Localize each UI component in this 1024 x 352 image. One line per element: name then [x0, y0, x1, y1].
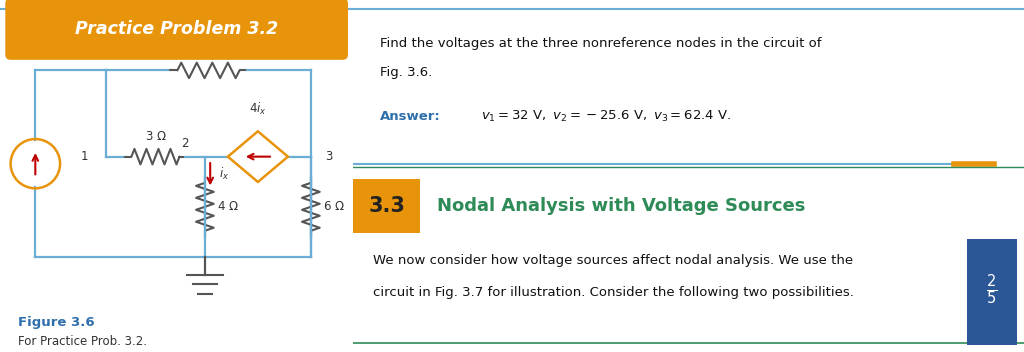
- Text: 4 $\Omega$: 4 $\Omega$: [217, 200, 239, 213]
- Text: We now consider how voltage sources affect nodal analysis. We use the: We now consider how voltage sources affe…: [374, 254, 854, 267]
- Text: Practice Problem 3.2: Practice Problem 3.2: [75, 20, 279, 38]
- Text: Fig. 3.6.: Fig. 3.6.: [380, 66, 432, 78]
- Text: circuit in Fig. 3.7 for illustration. Consider the following two possibilities.: circuit in Fig. 3.7 for illustration. Co…: [374, 286, 854, 298]
- FancyBboxPatch shape: [353, 179, 420, 233]
- Text: $v_1 = 32\ \mathrm{V},\ v_2 = -25.6\ \mathrm{V},\ v_3 = 62.4\ \mathrm{V}.$: $v_1 = 32\ \mathrm{V},\ v_2 = -25.6\ \ma…: [480, 109, 731, 124]
- Text: Find the voltages at the three nonreference nodes in the circuit of: Find the voltages at the three nonrefere…: [380, 38, 821, 50]
- Text: 2: 2: [181, 137, 189, 150]
- FancyBboxPatch shape: [966, 236, 1019, 348]
- Text: For Practice Prob. 3.2.: For Practice Prob. 3.2.: [17, 335, 146, 348]
- Text: $i_x$: $i_x$: [219, 166, 229, 182]
- Text: Answer:: Answer:: [380, 110, 441, 122]
- Text: 3 $\Omega$: 3 $\Omega$: [144, 130, 166, 143]
- FancyBboxPatch shape: [5, 0, 348, 60]
- Text: 2 $\Omega$: 2 $\Omega$: [198, 43, 219, 56]
- Text: Nodal Analysis with Voltage Sources: Nodal Analysis with Voltage Sources: [437, 197, 806, 215]
- Text: $\frac{2}{5}$: $\frac{2}{5}$: [986, 273, 997, 307]
- Text: 3: 3: [325, 150, 333, 163]
- Text: 3.3: 3.3: [369, 196, 406, 216]
- Text: 6 $\Omega$: 6 $\Omega$: [324, 200, 345, 213]
- Text: 1: 1: [81, 150, 88, 163]
- Text: $4i_x$: $4i_x$: [249, 101, 266, 117]
- Text: Figure 3.6: Figure 3.6: [17, 316, 94, 328]
